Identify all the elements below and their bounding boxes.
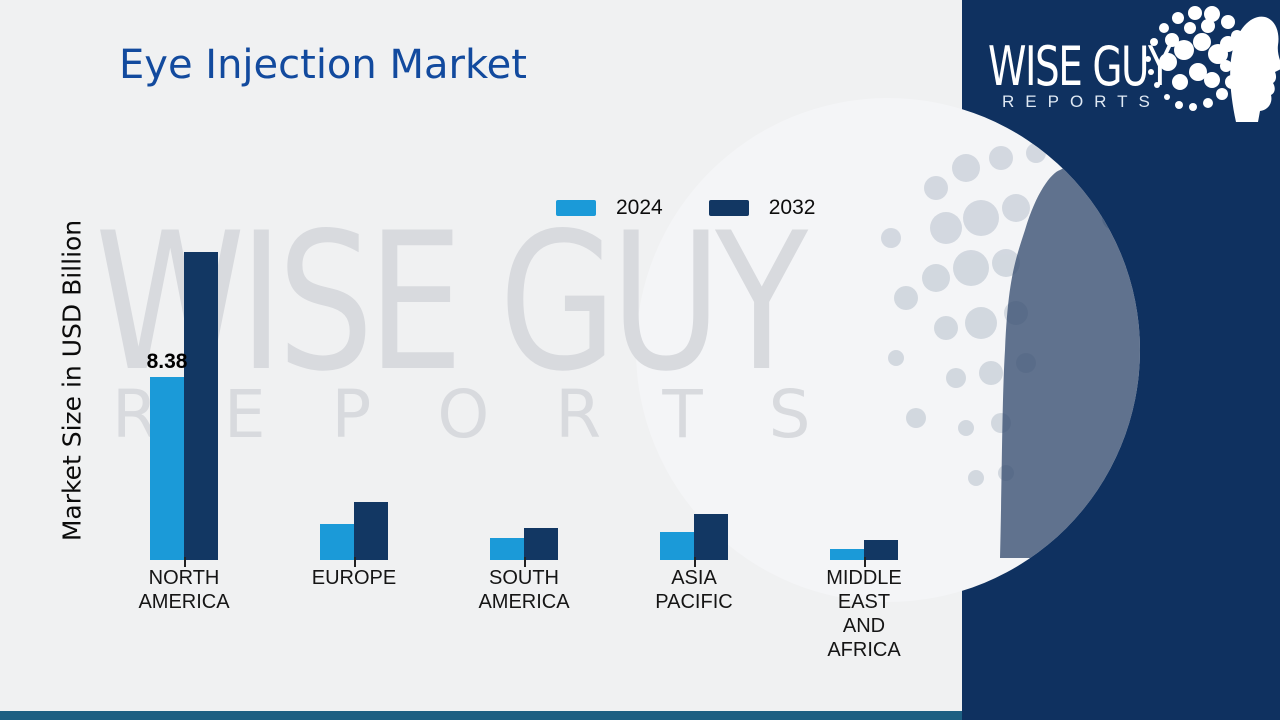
- brand-name: WISE GUY: [988, 35, 1172, 98]
- page-title: Eye Injection Market: [119, 42, 527, 88]
- bar-2024-1: [150, 377, 184, 560]
- dots-pattern-icon: [1145, 6, 1246, 111]
- x-axis-label: EUROPE: [311, 567, 397, 589]
- legend-swatch: [708, 200, 749, 216]
- axis-tick: [184, 557, 186, 567]
- watermark-brand-subtext: REPORTS: [112, 376, 877, 453]
- bar-value-label: 8.38: [146, 350, 188, 373]
- bar-2024-5: [830, 549, 864, 560]
- face-profile-icon: [1145, 6, 1280, 122]
- x-axis-label: SOUTH AMERICA: [478, 567, 570, 613]
- legend-label: 2032: [768, 196, 816, 219]
- bar-2032-5: [864, 540, 898, 560]
- bottom-accent-bar: [0, 711, 962, 720]
- bar-2024-2: [320, 524, 354, 560]
- bar-2032-3: [524, 528, 558, 560]
- face-profile-watermark-icon: [881, 112, 1140, 558]
- chart-legend: 2024 2032: [556, 196, 815, 220]
- axis-tick: [694, 557, 696, 567]
- brand-subname: REPORTS: [1002, 92, 1161, 111]
- bar-2032-4: [694, 514, 728, 560]
- x-axis-label: MIDDLE EAST AND AFRICA: [826, 567, 902, 661]
- bar-2032-2: [354, 502, 388, 560]
- legend-label: 2024: [616, 196, 663, 219]
- brand-logo: WISE GUY REPORTS: [962, 0, 1280, 150]
- x-axis-label: ASIA PACIFIC: [655, 567, 733, 613]
- bar-2024-4: [660, 532, 694, 560]
- legend-item-2024: 2024: [556, 196, 663, 220]
- bar-2024-3: [490, 538, 524, 560]
- legend-item-2032: 2032: [708, 196, 816, 220]
- axis-tick: [354, 557, 356, 567]
- bar-2032-1: [184, 252, 218, 560]
- axis-tick: [524, 557, 526, 567]
- legend-swatch: [556, 200, 596, 216]
- x-axis-label: NORTH AMERICA: [138, 567, 230, 613]
- axis-tick: [864, 557, 866, 567]
